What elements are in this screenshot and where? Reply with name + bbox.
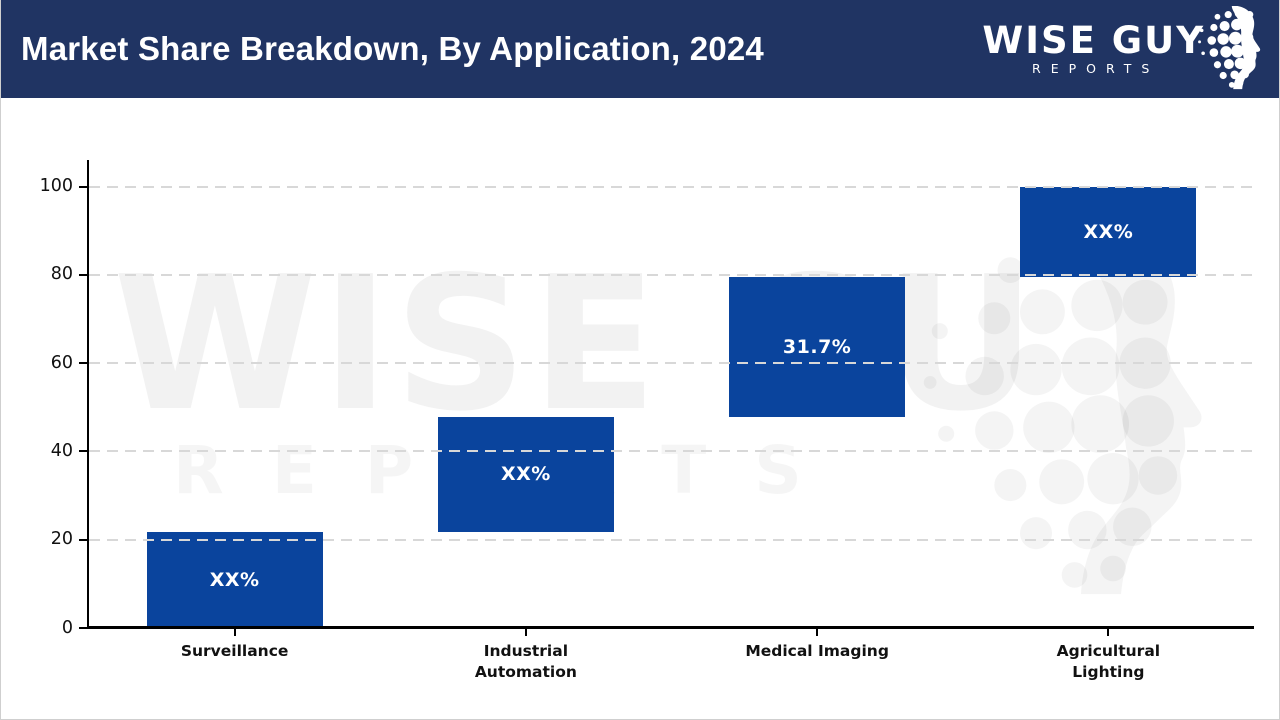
y-tick-label-20: 20 xyxy=(50,528,73,549)
y-tick-label-80: 80 xyxy=(50,264,73,285)
gridline-20 xyxy=(89,538,1254,541)
y-axis-tick-60 xyxy=(79,362,87,365)
wise-guy-logo: WISE GUY REPORTS xyxy=(982,6,1269,92)
logo-subtext: REPORTS xyxy=(1032,61,1160,77)
gridline-60 xyxy=(89,362,1254,365)
x-category-label: Surveillance xyxy=(180,642,289,660)
y-axis-line xyxy=(87,160,89,628)
logo-wordmark: WISE GUY xyxy=(982,18,1205,62)
bar-segment: XX% xyxy=(1020,186,1197,277)
gridline-80 xyxy=(89,273,1254,276)
plot-area: 0 20 40 60 80 100 XX% Surveillance XX% Industrial… xyxy=(40,160,1254,681)
y-axis-tick-0 xyxy=(79,627,87,629)
x-axis-tick xyxy=(233,628,236,636)
y-tick-label-100: 100 xyxy=(39,175,73,196)
x-axis-line xyxy=(87,626,1254,629)
x-axis-tick xyxy=(1107,628,1110,636)
logo-text: WISE GUY REPORTS xyxy=(982,18,1205,77)
logo-head-dots-icon xyxy=(1198,6,1261,90)
y-tick-label-60: 60 xyxy=(50,352,73,373)
bar-value-label: 31.7% xyxy=(782,335,852,358)
chart-title: Market Share Breakdown, By Application, … xyxy=(21,30,764,67)
gridline-100 xyxy=(89,185,1254,188)
y-tick-label-0: 0 xyxy=(61,617,73,638)
y-axis-tick-100 xyxy=(79,185,87,188)
header: Market Share Breakdown, By Application, … xyxy=(1,0,1279,98)
x-category-label: Agricultural Lighting xyxy=(1056,642,1161,681)
bar-value-label: XX% xyxy=(209,568,260,591)
bar-segment: XX% xyxy=(146,531,323,628)
bar-segment: 31.7% xyxy=(729,277,906,417)
y-axis-tick-20 xyxy=(79,538,87,541)
x-category-label: Industrial Automation xyxy=(474,642,577,681)
y-axis-tick-80 xyxy=(79,273,87,276)
bar-segment: XX% xyxy=(437,416,614,532)
y-tick-label-40: 40 xyxy=(50,440,73,461)
y-axis-tick-40 xyxy=(79,450,87,453)
x-axis-tick xyxy=(524,628,527,636)
x-category-label: Medical Imaging xyxy=(745,642,889,660)
x-axis-tick xyxy=(816,628,819,636)
gridline-40 xyxy=(89,450,1254,453)
bar-value-label: XX% xyxy=(1083,220,1134,243)
bar-value-label: XX% xyxy=(500,463,551,486)
